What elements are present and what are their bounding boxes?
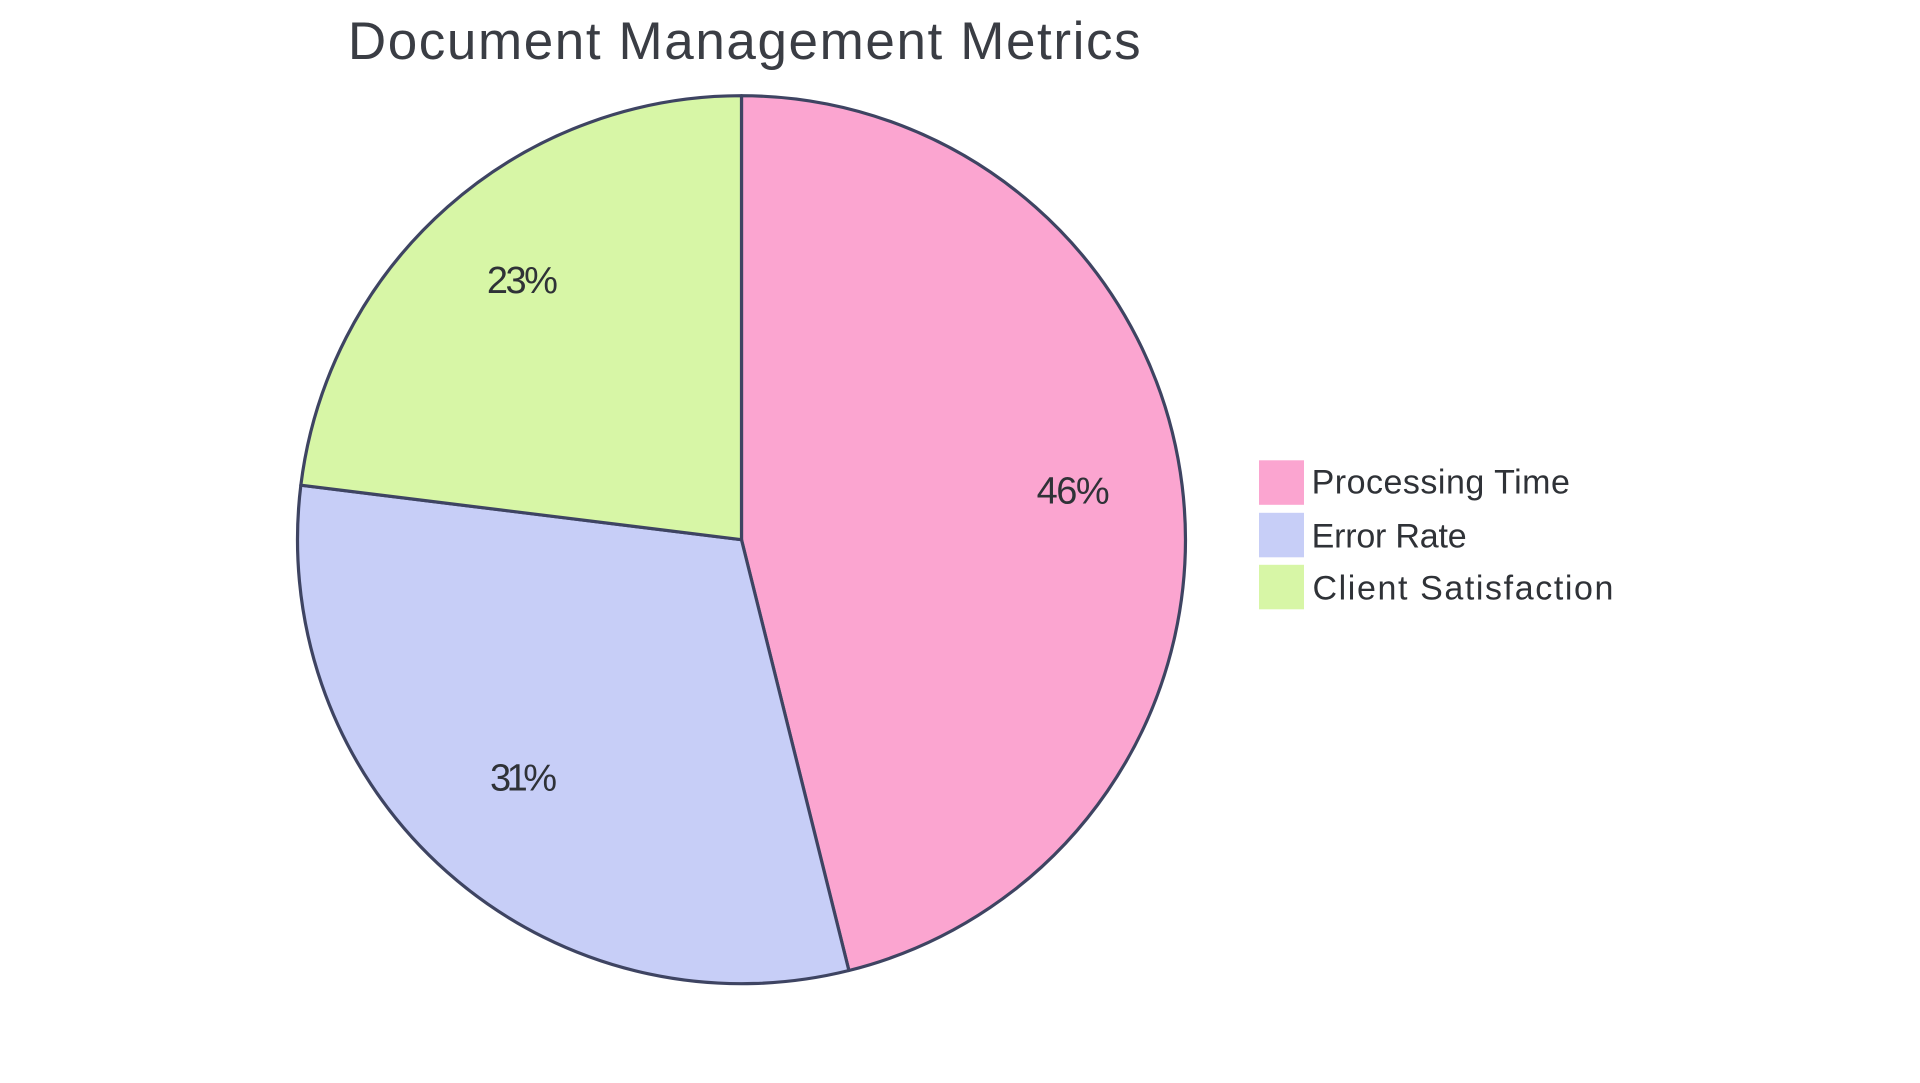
svg-text:Client Satisfaction: Client Satisfaction [1313, 570, 1616, 608]
svg-text:31%: 31% [490, 757, 556, 799]
svg-text:23%: 23% [487, 260, 557, 302]
svg-text:46%: 46% [1037, 470, 1109, 512]
svg-text:Processing Time: Processing Time [1312, 464, 1571, 502]
svg-text:Error Rate: Error Rate [1312, 518, 1467, 556]
svg-text:Document Management Metrics: Document Management Metrics [348, 12, 1142, 71]
